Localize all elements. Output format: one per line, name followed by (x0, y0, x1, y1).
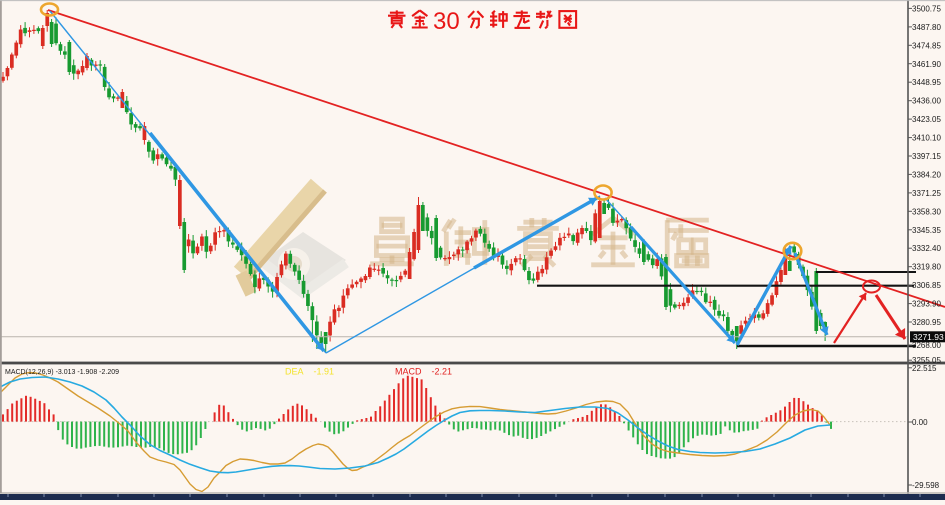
svg-text:3371.25: 3371.25 (912, 189, 941, 198)
svg-text:3436.00: 3436.00 (912, 97, 941, 106)
svg-text:3358.30: 3358.30 (912, 207, 941, 216)
svg-text:3423.05: 3423.05 (912, 115, 941, 124)
svg-text:0.00: 0.00 (912, 418, 928, 427)
svg-text:MACD(12,26,9) -3.013 -1.908 -2: MACD(12,26,9) -3.013 -1.908 -2.209 (5, 369, 119, 376)
svg-text:DEA -1.91: DEA -1.91 (285, 367, 334, 377)
svg-text:3410.10: 3410.10 (912, 134, 941, 143)
svg-text:3306.85: 3306.85 (912, 281, 941, 290)
svg-text:MACD -2.21: MACD -2.21 (395, 367, 452, 377)
svg-text:3293.90: 3293.90 (912, 300, 941, 309)
svg-text:3384.20: 3384.20 (912, 170, 941, 179)
svg-text:3448.95: 3448.95 (912, 78, 941, 87)
svg-text:3461.90: 3461.90 (912, 60, 941, 69)
svg-text:3332.40: 3332.40 (912, 244, 941, 253)
svg-text:3487.80: 3487.80 (912, 23, 941, 32)
svg-text:3345.35: 3345.35 (912, 226, 941, 235)
svg-text:3280.95: 3280.95 (912, 318, 941, 327)
svg-text:3500.75: 3500.75 (912, 4, 941, 13)
svg-text:3474.85: 3474.85 (912, 41, 941, 50)
svg-text:3271.93: 3271.93 (913, 332, 944, 342)
svg-text:3255.05: 3255.05 (912, 356, 941, 365)
svg-text:3397.15: 3397.15 (912, 152, 941, 161)
svg-text:30: 30 (433, 8, 460, 35)
svg-text:3268.00: 3268.00 (912, 341, 941, 350)
svg-text:3319.80: 3319.80 (912, 263, 941, 272)
svg-text:22.515: 22.515 (912, 364, 937, 373)
svg-text:-29.598: -29.598 (912, 481, 940, 490)
